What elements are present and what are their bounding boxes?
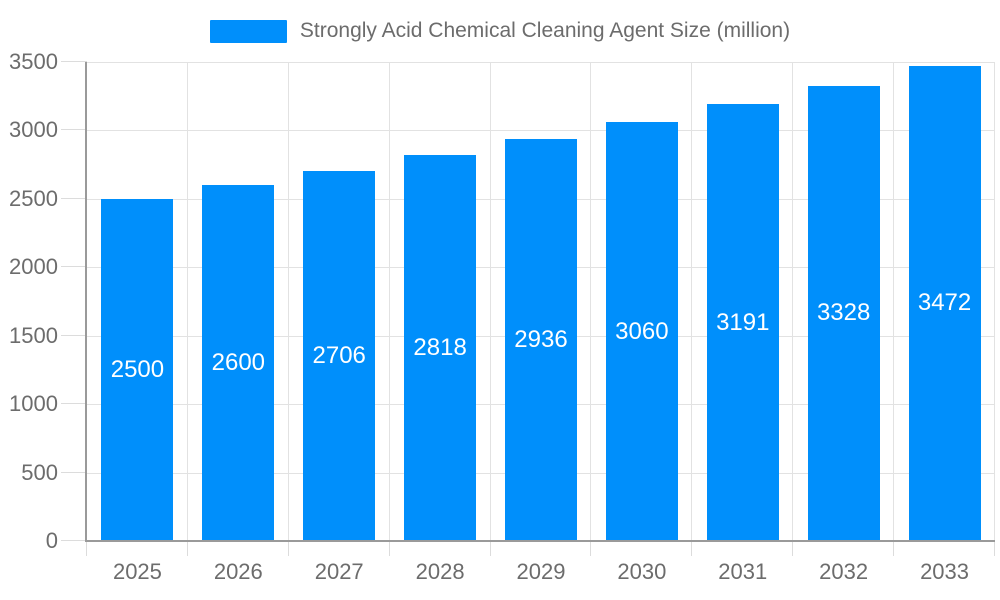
bar-value-label: 2706	[312, 341, 366, 369]
x-gridline	[287, 62, 289, 541]
y-tick	[61, 266, 87, 268]
legend-label: Strongly Acid Chemical Cleaning Agent Si…	[299, 19, 791, 42]
bar-value-label: 2936	[514, 326, 568, 354]
y-tick	[61, 129, 87, 131]
legend: Strongly Acid Chemical Cleaning Agent Si…	[0, 19, 1000, 43]
x-gridline	[994, 62, 995, 541]
x-axis-label: 2026	[213, 559, 263, 584]
x-gridline	[893, 62, 895, 541]
y-axis-label: 0	[45, 528, 58, 553]
x-tick	[590, 542, 592, 556]
x-gridline	[792, 62, 794, 541]
x-axis-label: 2032	[819, 559, 869, 584]
x-axis-line	[85, 540, 995, 542]
bar[interactable]: 3191	[706, 104, 779, 541]
x-axis-label: 2033	[920, 559, 970, 584]
plot-area: 2500 2600 2706 2818 2936 3060 3191 3328 3472	[87, 62, 995, 541]
y-gridline	[87, 62, 995, 63]
x-gridline	[186, 62, 188, 541]
bar-value-label: 2818	[413, 334, 467, 362]
x-gridline	[489, 62, 491, 541]
y-axis-label: 1500	[9, 322, 58, 348]
y-tick	[61, 471, 87, 473]
x-tick	[893, 542, 895, 556]
x-gridline	[388, 62, 390, 541]
y-axis-label: 2500	[9, 185, 58, 211]
y-tick	[61, 403, 87, 405]
bar[interactable]: 2706	[303, 170, 376, 541]
y-tick	[61, 334, 87, 336]
x-tick	[86, 542, 87, 556]
bar[interactable]: 2500	[101, 198, 174, 541]
x-axis-label: 2029	[516, 559, 566, 584]
x-axis-label: 2031	[718, 559, 768, 584]
bar[interactable]: 2936	[505, 139, 577, 541]
x-tick	[994, 542, 995, 556]
y-axis-label: 3000	[9, 117, 58, 143]
y-axis-line	[85, 62, 87, 542]
bar-value-label: 2500	[110, 355, 165, 383]
y-axis-label: 1000	[9, 391, 58, 417]
bar[interactable]: 2600	[202, 185, 275, 541]
y-tick	[61, 197, 87, 199]
x-tick	[691, 542, 693, 556]
x-tick	[388, 542, 390, 556]
x-gridline	[691, 62, 693, 541]
y-axis-label: 3500	[9, 49, 58, 74]
bar-value-label: 3060	[615, 317, 669, 345]
x-tick	[287, 542, 289, 556]
x-gridline	[590, 62, 592, 541]
bar-value-label: 3191	[716, 308, 770, 336]
x-axis-label: 2030	[617, 559, 667, 584]
bar[interactable]: 3472	[908, 65, 981, 541]
y-tick	[61, 540, 87, 541]
legend-marker	[209, 19, 287, 43]
bar-value-label: 2600	[211, 349, 266, 377]
bar-value-label: 3328	[816, 299, 871, 327]
y-gridline	[87, 130, 995, 132]
x-tick	[489, 542, 491, 556]
y-tick	[61, 61, 87, 62]
bar[interactable]: 3060	[605, 122, 678, 541]
bar[interactable]: 2818	[404, 155, 477, 541]
bar[interactable]: 3328	[807, 85, 880, 541]
x-axis-label: 2025	[112, 559, 162, 584]
x-tick	[792, 542, 794, 556]
x-tick	[186, 542, 188, 556]
legend-item[interactable]: Strongly Acid Chemical Cleaning Agent Si…	[209, 19, 791, 43]
x-axis-label: 2028	[415, 559, 465, 584]
bar-value-label: 3472	[917, 289, 972, 317]
y-axis-label: 500	[21, 459, 58, 485]
x-axis-label: 2027	[314, 559, 364, 584]
y-axis-label: 2000	[9, 254, 58, 280]
